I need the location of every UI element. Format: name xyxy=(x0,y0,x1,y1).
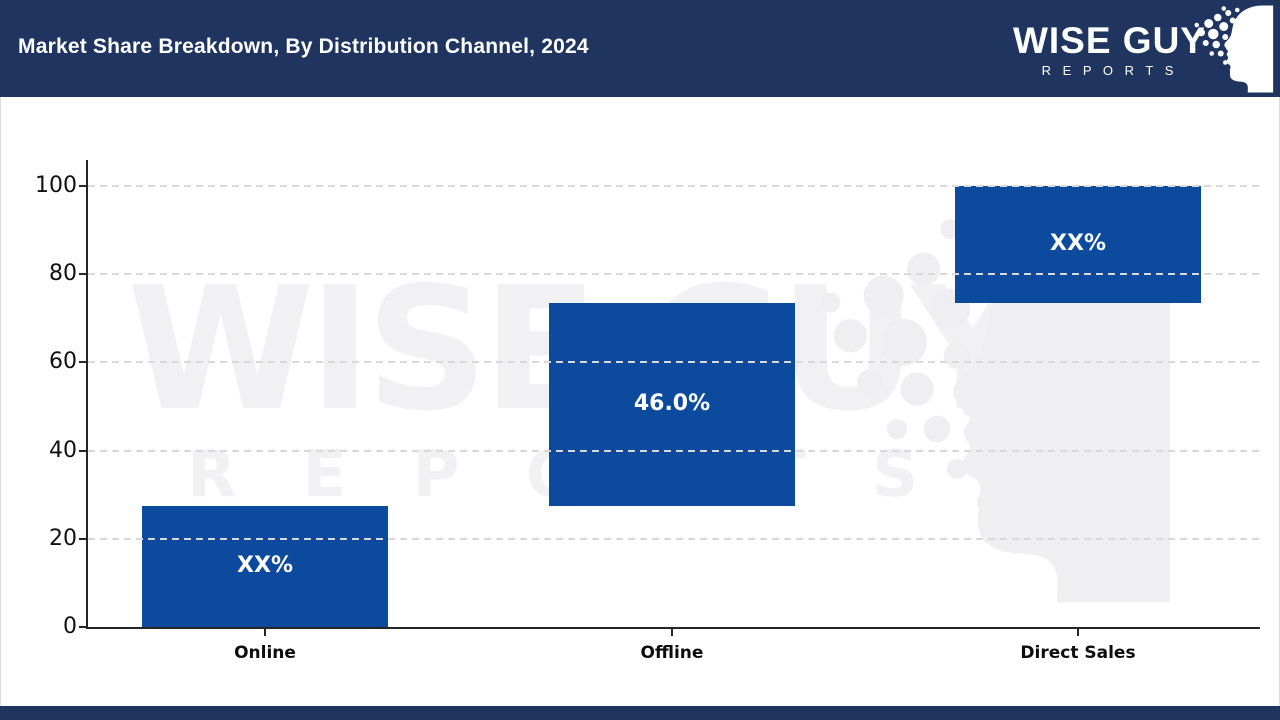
bar-segment-direct-sales xyxy=(955,186,1201,303)
bar-value-label-2: 46.0% xyxy=(633,391,711,417)
y-tick-label-20: 20 xyxy=(49,525,77,551)
footer-bar xyxy=(0,706,1280,720)
y-tick-label-40: 40 xyxy=(49,437,77,463)
bar-segment-online xyxy=(142,505,388,627)
chart-title: Market Share Breakdown, By Distribution … xyxy=(18,35,589,58)
y-tick-mark-0 xyxy=(79,626,86,628)
logo-subtitle: R E P O R T S xyxy=(1041,62,1178,78)
gridline-60 xyxy=(88,361,1260,364)
x-tick-mark-2 xyxy=(671,629,673,636)
y-tick-mark-80 xyxy=(79,273,86,276)
y-tick-mark-100 xyxy=(79,185,86,187)
gridline-100 xyxy=(88,185,1260,187)
y-tick-label-60: 60 xyxy=(49,349,77,375)
bar-value-label-1: XX% xyxy=(237,553,293,579)
y-tick-mark-20 xyxy=(79,537,86,540)
x-category-label-3: Direct Sales xyxy=(1020,643,1136,663)
x-tick-mark-3 xyxy=(1077,629,1079,636)
bar-segment-offline xyxy=(549,302,795,506)
gridline-20 xyxy=(88,537,1260,540)
chart-area: WISE GUY R E P O R T S 020406080100XX%On… xyxy=(0,97,1280,706)
y-tick-mark-60 xyxy=(79,361,86,364)
wise-guy-reports-logo: WISE GUY R E P O R T S xyxy=(1013,4,1274,94)
x-axis-line xyxy=(86,627,1260,629)
bar-value-label-3: XX% xyxy=(1050,231,1106,257)
logo-wordmark-block: WISE GUY R E P O R T S xyxy=(1013,22,1206,77)
y-tick-label-80: 80 xyxy=(49,261,77,287)
gridline-40 xyxy=(88,449,1260,452)
logo-wordmark: WISE GUY xyxy=(1012,19,1206,61)
y-tick-label-0: 0 xyxy=(63,614,77,639)
x-tick-mark-1 xyxy=(264,629,266,636)
header-bar: Market Share Breakdown, By Distribution … xyxy=(0,0,1280,97)
plot: 0 20 40 60 80 100 XX% Online 46.0% Offline XX% Dire… xyxy=(1,97,1279,706)
y-axis-line xyxy=(86,160,88,629)
y-tick-mark-40 xyxy=(79,449,86,452)
y-tick-label-100: 100 xyxy=(35,173,77,198)
x-category-label-2: Offline xyxy=(640,643,704,663)
x-category-label-1: Online xyxy=(234,643,296,663)
gridline-80 xyxy=(88,273,1260,276)
